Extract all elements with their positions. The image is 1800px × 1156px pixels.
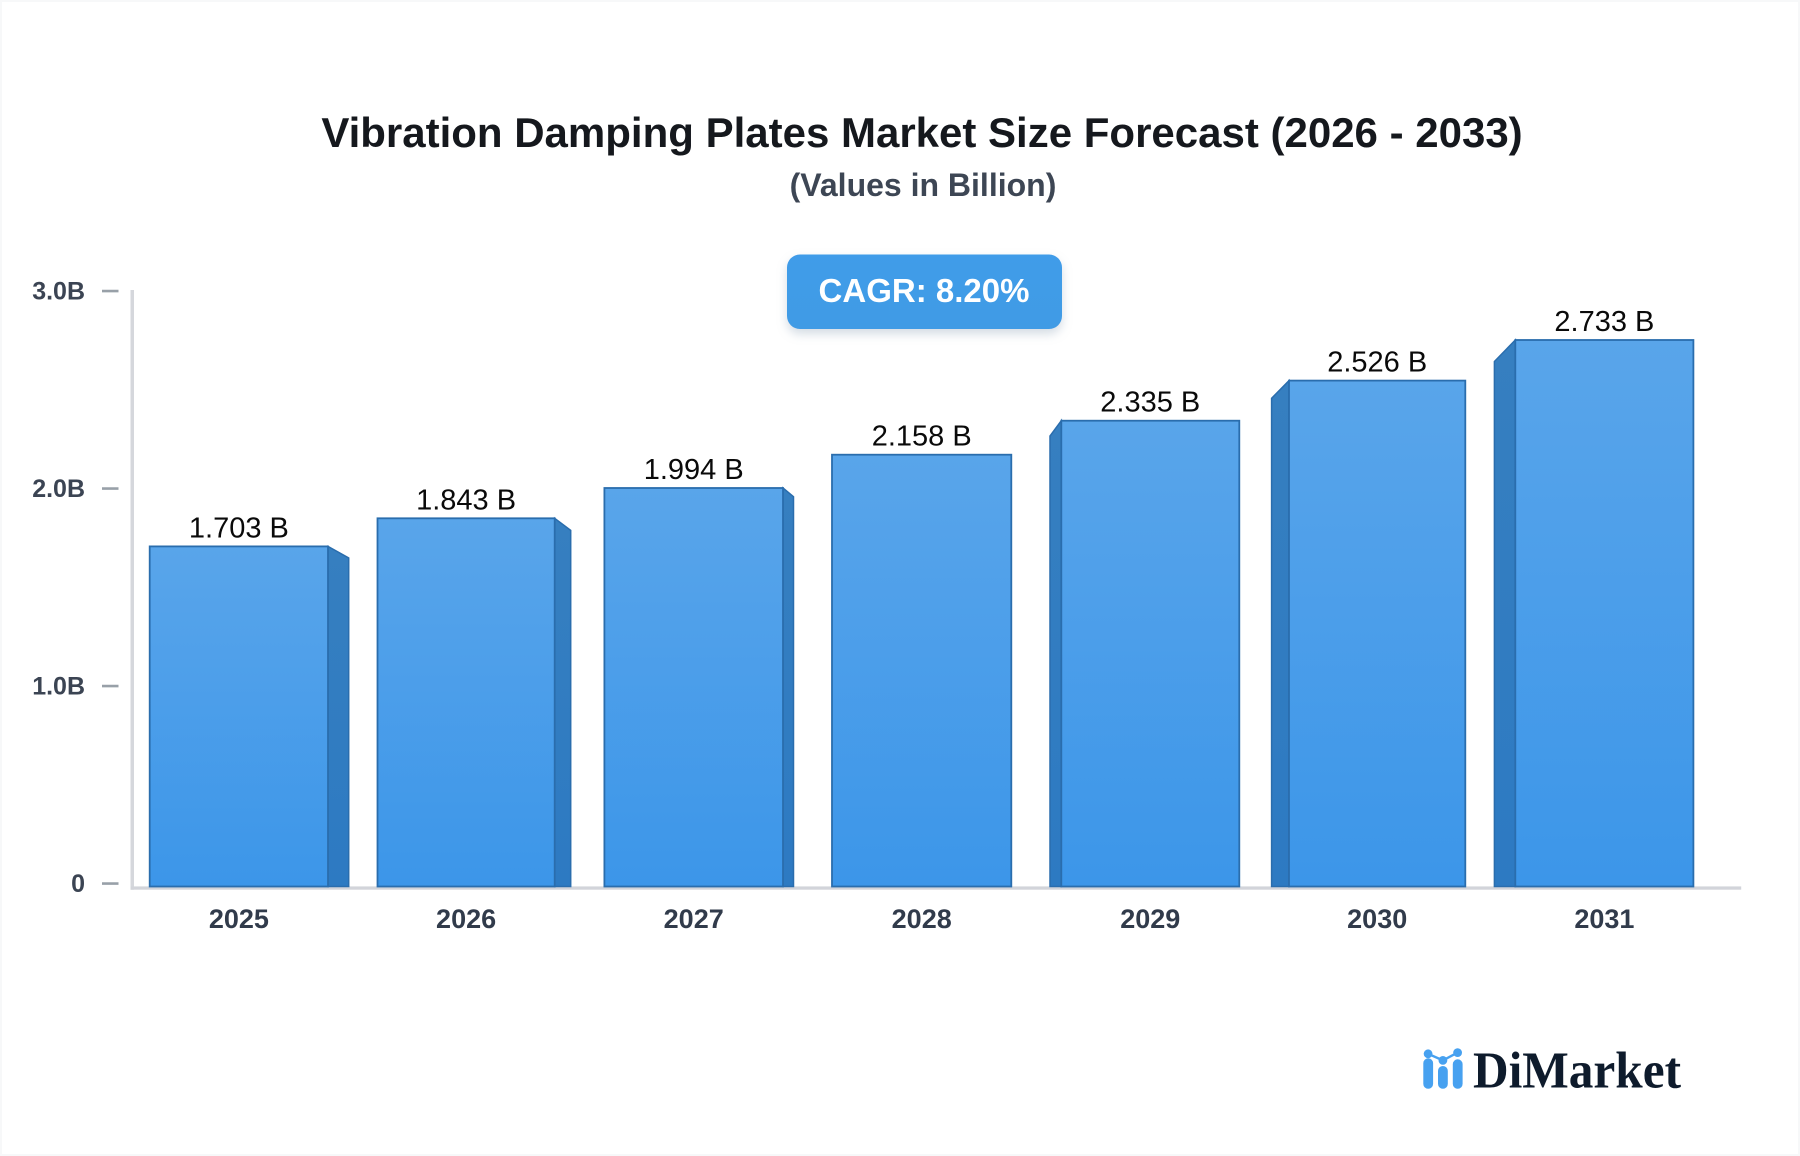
svg-text:2026: 2026 bbox=[436, 904, 496, 934]
svg-text:DiMarket: DiMarket bbox=[1473, 1043, 1682, 1100]
svg-text:2.158 B: 2.158 B bbox=[872, 421, 972, 453]
svg-text:CAGR: 8.20%: CAGR: 8.20% bbox=[819, 272, 1030, 309]
svg-text:2027: 2027 bbox=[664, 904, 724, 934]
svg-text:1.0B: 1.0B bbox=[32, 673, 85, 701]
svg-text:2025: 2025 bbox=[209, 904, 269, 934]
svg-text:2028: 2028 bbox=[892, 904, 952, 934]
svg-text:1.703 B: 1.703 B bbox=[189, 512, 289, 544]
svg-text:1.843 B: 1.843 B bbox=[416, 484, 516, 516]
svg-text:2.335 B: 2.335 B bbox=[1100, 387, 1200, 419]
svg-text:Vibration Damping Plates Marke: Vibration Damping Plates Market Size For… bbox=[321, 109, 1522, 156]
svg-text:2.0B: 2.0B bbox=[32, 475, 85, 503]
svg-text:2.526 B: 2.526 B bbox=[1327, 347, 1427, 379]
svg-text:2.733 B: 2.733 B bbox=[1554, 306, 1654, 338]
svg-text:(Values in Billion): (Values in Billion) bbox=[790, 167, 1057, 203]
svg-text:2029: 2029 bbox=[1120, 904, 1180, 934]
svg-text:2030: 2030 bbox=[1347, 904, 1407, 934]
svg-text:0: 0 bbox=[71, 870, 85, 898]
svg-text:3.0B: 3.0B bbox=[32, 278, 85, 306]
svg-text:2031: 2031 bbox=[1574, 904, 1634, 934]
svg-text:1.994 B: 1.994 B bbox=[644, 454, 744, 486]
